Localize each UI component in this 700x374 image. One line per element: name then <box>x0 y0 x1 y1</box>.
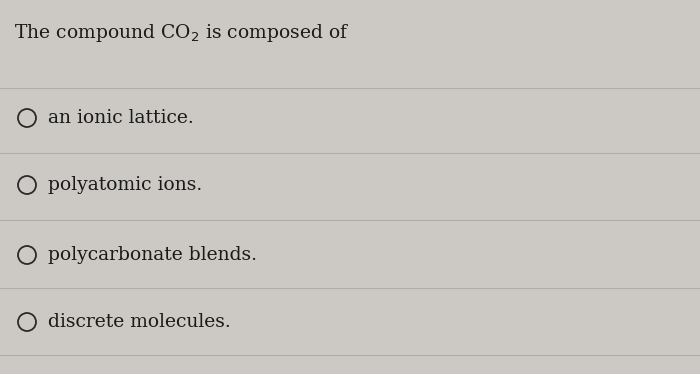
Text: an ionic lattice.: an ionic lattice. <box>48 109 194 127</box>
Text: discrete molecules.: discrete molecules. <box>48 313 231 331</box>
Text: polycarbonate blends.: polycarbonate blends. <box>48 246 257 264</box>
Text: The compound CO$_2$ is composed of: The compound CO$_2$ is composed of <box>14 22 350 44</box>
Text: polyatomic ions.: polyatomic ions. <box>48 176 202 194</box>
